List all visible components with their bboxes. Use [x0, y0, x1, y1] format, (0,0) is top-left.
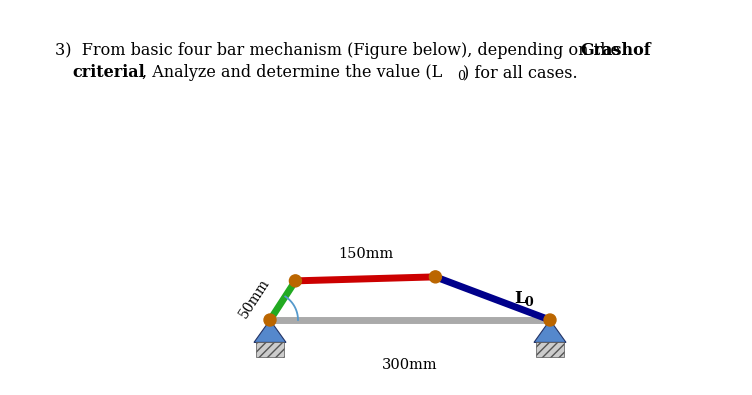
- Text: 300mm: 300mm: [382, 358, 438, 372]
- Text: L: L: [514, 290, 526, 307]
- Circle shape: [544, 314, 556, 326]
- Text: criterial: criterial: [72, 64, 144, 81]
- Text: 150mm: 150mm: [338, 247, 393, 261]
- Text: ) for all cases.: ) for all cases.: [463, 64, 578, 81]
- Text: Grashof: Grashof: [580, 42, 650, 59]
- Text: , Analyze and determine the value (L: , Analyze and determine the value (L: [142, 64, 442, 81]
- Text: 0: 0: [525, 296, 533, 309]
- Polygon shape: [254, 320, 286, 342]
- Circle shape: [264, 314, 276, 326]
- Polygon shape: [534, 320, 566, 342]
- Bar: [256, 342, 284, 357]
- Text: 50mm: 50mm: [237, 276, 272, 321]
- Circle shape: [290, 275, 302, 287]
- Text: 0: 0: [457, 70, 465, 83]
- Text: 3)  From basic four bar mechanism (Figure below), depending on the: 3) From basic four bar mechanism (Figure…: [55, 42, 625, 59]
- Circle shape: [429, 271, 441, 283]
- Bar: [535, 342, 565, 357]
